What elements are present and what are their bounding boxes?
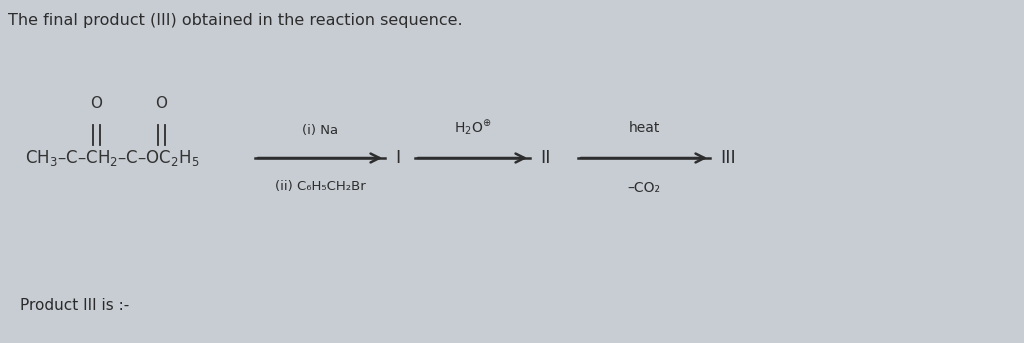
- Text: –CO₂: –CO₂: [628, 181, 660, 195]
- Text: O: O: [90, 95, 102, 110]
- Text: (i) Na: (i) Na: [302, 123, 338, 137]
- Text: H$_2$O$^{\oplus}$: H$_2$O$^{\oplus}$: [454, 118, 492, 138]
- Text: heat: heat: [629, 121, 659, 135]
- Text: III: III: [720, 149, 736, 167]
- Text: (ii) C₆H₅CH₂Br: (ii) C₆H₅CH₂Br: [274, 179, 366, 192]
- Text: Product III is :-: Product III is :-: [20, 297, 129, 312]
- Text: CH$_3$–C–CH$_2$–C–OC$_2$H$_5$: CH$_3$–C–CH$_2$–C–OC$_2$H$_5$: [25, 148, 200, 168]
- Text: O: O: [155, 95, 167, 110]
- Text: The final product (III) obtained in the reaction sequence.: The final product (III) obtained in the …: [8, 13, 463, 28]
- Text: I: I: [395, 149, 400, 167]
- Text: II: II: [540, 149, 551, 167]
